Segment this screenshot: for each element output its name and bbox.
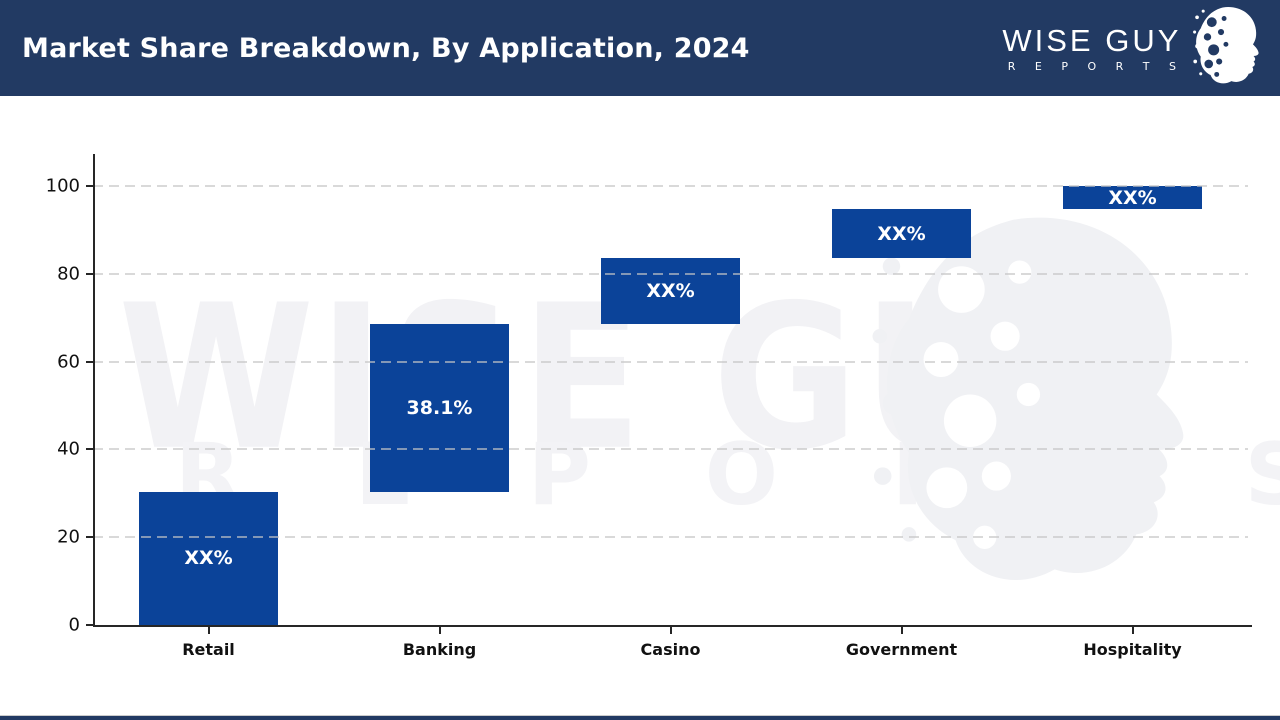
x-axis-line — [93, 625, 1252, 627]
watermark-subtitle: R E P O R T S — [175, 425, 1280, 525]
ytick-label-100: 100 — [45, 175, 80, 197]
gridline-y100 — [93, 185, 1248, 187]
ytick-mark-80 — [86, 272, 93, 275]
logo-face-icon — [1193, 7, 1259, 84]
logo-text: WISE GUY R E P O R T S — [1000, 22, 1184, 73]
wise-guy-logo: WISE GUY R E P O R T S — [1000, 6, 1272, 90]
bar-banking — [370, 324, 509, 492]
ytick-label-0: 0 — [68, 614, 80, 636]
bar-label-casino: XX% — [646, 280, 695, 303]
category-label-retail: Retail — [182, 640, 235, 659]
logo-wordmark: WISE GUY — [1002, 22, 1182, 58]
page-title: Market Share Breakdown, By Application, … — [22, 32, 750, 64]
footer-hairline — [0, 715, 1280, 716]
category-label-government: Government — [845, 640, 958, 659]
bar-casino — [601, 258, 740, 325]
y-axis-line — [93, 153, 95, 627]
ytick-label-60: 60 — [57, 351, 80, 373]
category-label-banking: Banking — [402, 640, 477, 659]
xtick-mark-retail — [207, 627, 210, 634]
bar-label-hospitality: XX% — [1108, 186, 1157, 209]
ytick-mark-20 — [86, 536, 93, 539]
xtick-mark-hospitality — [1131, 627, 1134, 634]
ytick-mark-100 — [86, 185, 93, 187]
xtick-mark-government — [900, 627, 903, 634]
bar-retail — [139, 491, 278, 625]
ytick-label-20: 20 — [57, 526, 80, 548]
category-label-hospitality: Hospitality — [1083, 640, 1182, 659]
bar-label-government: XX% — [877, 222, 926, 245]
ytick-mark-0 — [86, 624, 93, 626]
bar-label-banking: 38.1% — [406, 396, 473, 419]
gridline-y80 — [93, 272, 1248, 275]
logo-subtitle: R E P O R T S — [1007, 59, 1184, 73]
ytick-label-80: 80 — [57, 263, 80, 285]
gridline-y20 — [93, 536, 1248, 539]
gridline-y60 — [93, 360, 1248, 363]
bar-hospitality — [1063, 186, 1202, 210]
ytick-mark-40 — [86, 448, 93, 451]
xtick-mark-banking — [438, 627, 441, 634]
bar-label-retail: XX% — [184, 547, 233, 570]
ytick-label-40: 40 — [57, 438, 80, 460]
gridline-y40 — [93, 448, 1248, 451]
xtick-mark-casino — [669, 627, 672, 634]
header-band: Market Share Breakdown, By Application, … — [0, 0, 1280, 96]
category-label-casino: Casino — [640, 640, 701, 659]
footer-bar — [0, 716, 1280, 720]
ytick-mark-60 — [86, 360, 93, 363]
watermark-face-icon — [872, 217, 1184, 580]
